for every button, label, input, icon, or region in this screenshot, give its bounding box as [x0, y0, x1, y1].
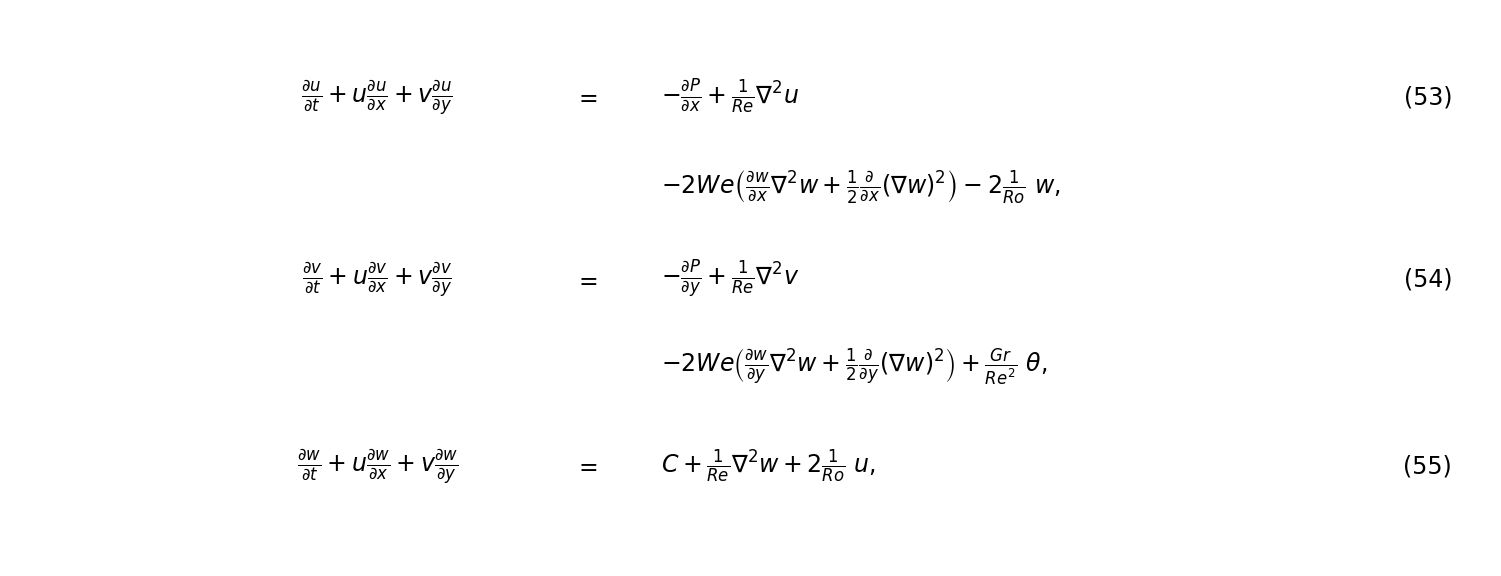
- Text: $\frac{\partial w}{\partial t} + u\frac{\partial w}{\partial x} + v\frac{\partia: $\frac{\partial w}{\partial t} + u\frac{…: [297, 447, 458, 486]
- Text: $-\frac{\partial P}{\partial x} + \frac{1}{Re}\nabla^2 u$: $-\frac{\partial P}{\partial x} + \frac{…: [660, 78, 799, 116]
- Text: $C + \frac{1}{Re}\nabla^2 w + 2\frac{1}{Ro}\ u,$: $C + \frac{1}{Re}\nabla^2 w + 2\frac{1}{…: [660, 448, 877, 485]
- Text: (54): (54): [1403, 268, 1451, 292]
- Text: $=$: $=$: [575, 85, 599, 109]
- Text: (55): (55): [1403, 454, 1451, 479]
- Text: $-2We\left(\frac{\partial w}{\partial x}\nabla^2 w + \frac{1}{2}\frac{\partial}{: $-2We\left(\frac{\partial w}{\partial x}…: [660, 168, 1061, 205]
- Text: $=$: $=$: [575, 454, 599, 479]
- Text: $-\frac{\partial P}{\partial y} + \frac{1}{Re}\nabla^2 v$: $-\frac{\partial P}{\partial y} + \frac{…: [660, 259, 800, 301]
- Text: $\frac{\partial u}{\partial t} + u\frac{\partial u}{\partial x} + v\frac{\partia: $\frac{\partial u}{\partial t} + u\frac{…: [302, 78, 453, 117]
- Text: $-2We\left(\frac{\partial w}{\partial y}\nabla^2 w + \frac{1}{2}\frac{\partial}{: $-2We\left(\frac{\partial w}{\partial y}…: [660, 347, 1048, 387]
- Text: (53): (53): [1403, 85, 1451, 109]
- Text: $=$: $=$: [575, 268, 599, 292]
- Text: $\frac{\partial v}{\partial t} + u\frac{\partial v}{\partial x} + v\frac{\partia: $\frac{\partial v}{\partial t} + u\frac{…: [302, 260, 452, 300]
